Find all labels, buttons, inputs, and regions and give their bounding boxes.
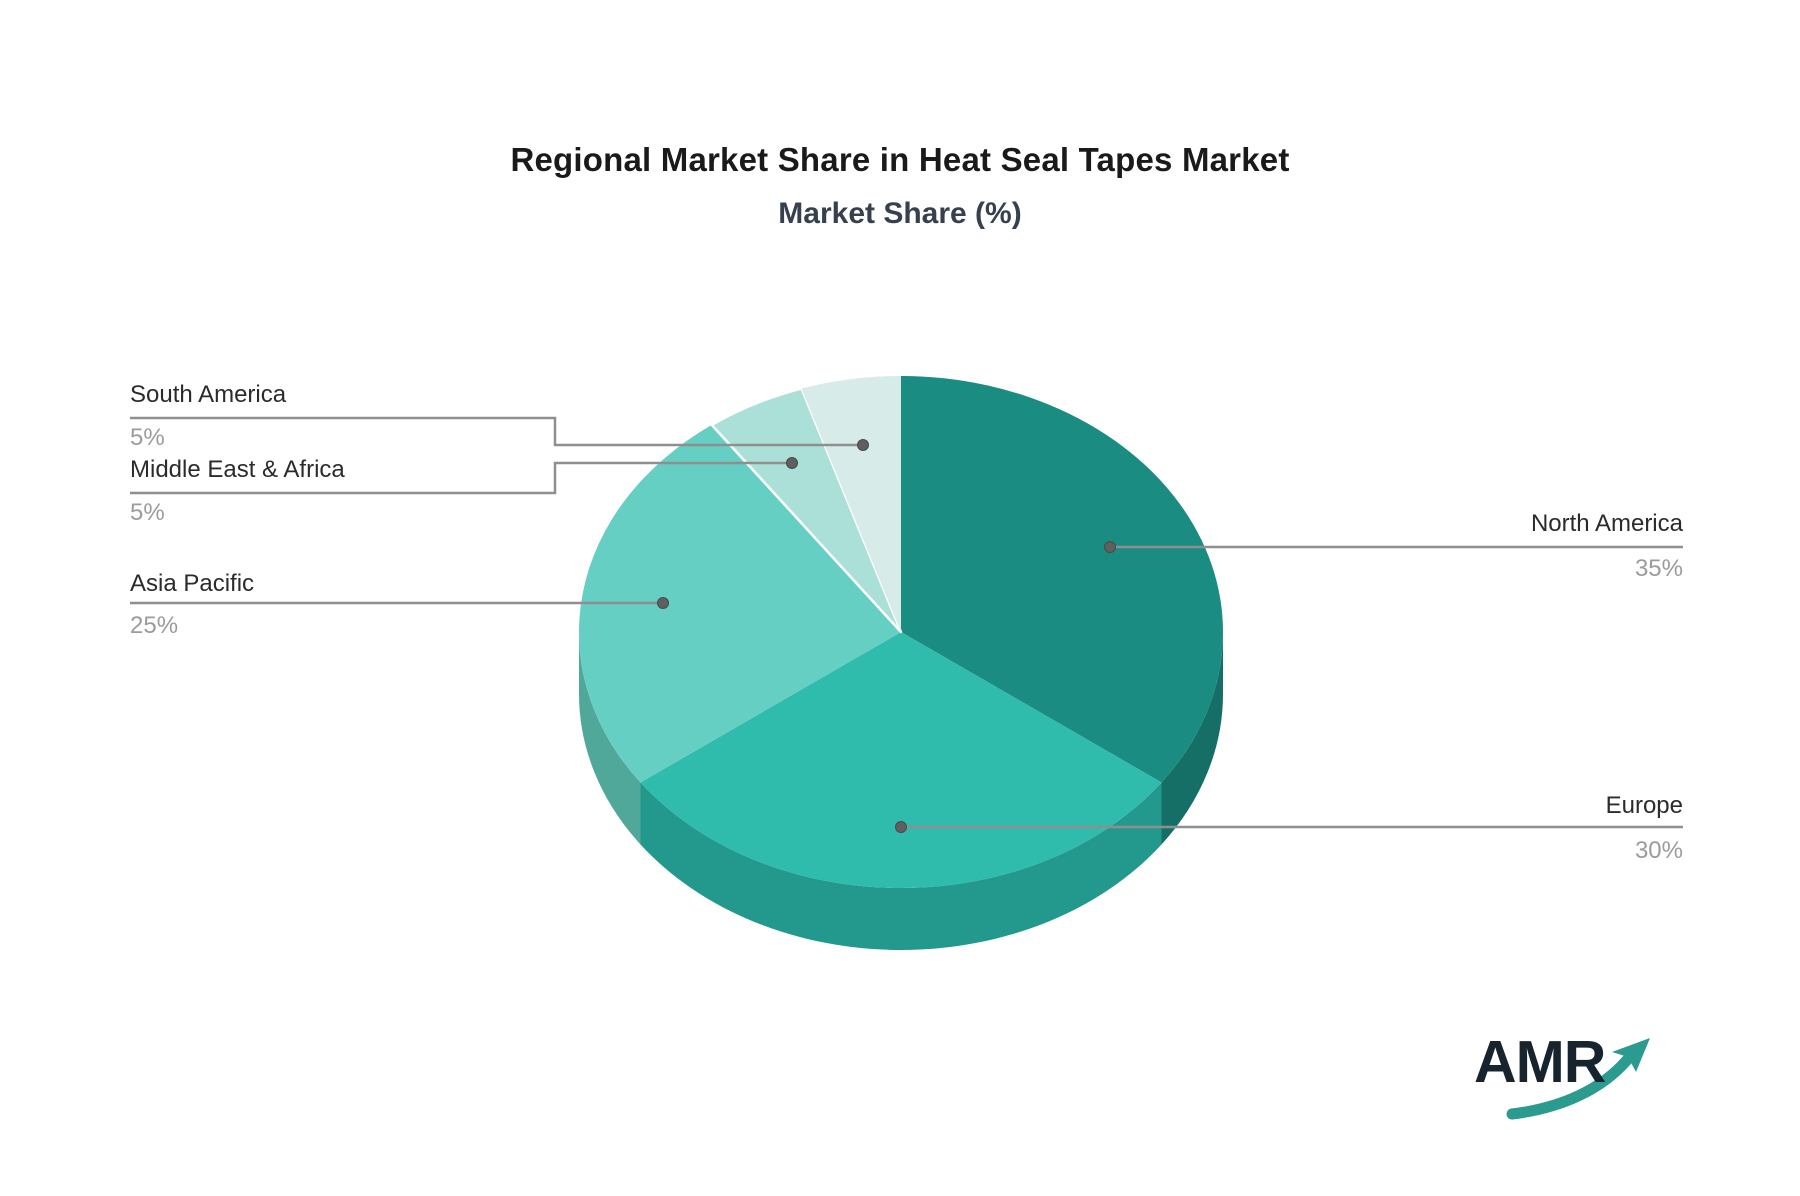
pct-south-america: 5% [130,424,165,451]
label-north-america: North America [1530,510,1683,537]
callout-layer [130,416,1683,833]
label-asia-pacific: Asia Pacific [130,570,255,597]
chart-title: Regional Market Share in Heat Seal Tapes… [510,141,1290,178]
logo-text: AMR [1474,1029,1606,1095]
logo-arrow-icon [1506,1038,1650,1120]
pie-layer [579,376,1223,950]
pie-slice-europe[interactable] [640,632,1162,888]
pie-slice-side-asia-pacific [579,632,641,845]
pct-asia-pacific: 25% [130,612,179,639]
pct-europe: 30% [1634,837,1683,864]
pie-slice-middle-east-africa[interactable] [710,387,903,634]
callout-line-south-america [130,416,863,447]
pie-slice-asia-pacific[interactable] [579,424,901,783]
pct-middle-east-africa: 5% [130,499,165,526]
pie-slice-side-north-america [1161,632,1223,845]
callout-line-middle-east-africa [130,461,792,495]
pie-slice-south-america[interactable] [801,376,902,632]
callout-dot-europe [895,821,907,833]
pct-north-america: 35% [1634,555,1683,582]
pie-slice-side-europe [640,782,1162,950]
label-middle-east-africa: Middle East & Africa [130,456,345,483]
callout-dot-north-america [1104,541,1116,553]
pie-slice-north-america[interactable] [901,376,1223,783]
callout-dot-middle-east-africa [786,457,798,469]
callout-dot-asia-pacific [657,597,669,609]
chart-subtitle: Market Share (%) [778,197,1022,230]
label-europe: Europe [1605,792,1683,819]
label-south-america: South America [130,381,287,408]
callout-dot-south-america [857,439,869,451]
